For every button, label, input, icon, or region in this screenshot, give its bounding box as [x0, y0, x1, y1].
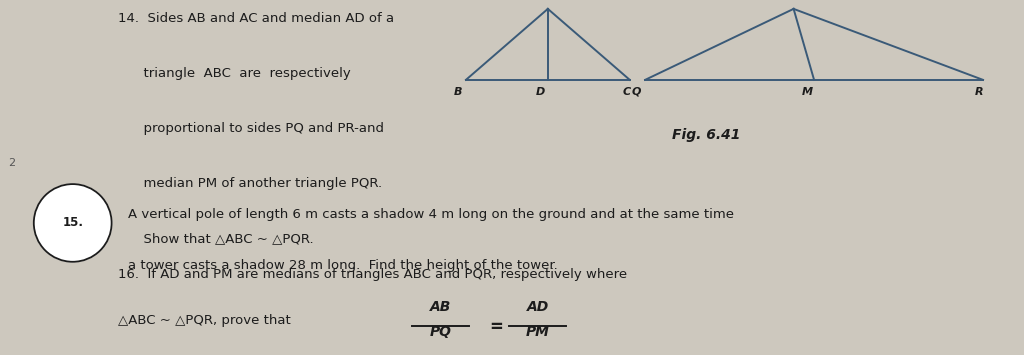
Text: △ABC ~ △PQR, prove that: △ABC ~ △PQR, prove that [118, 314, 291, 327]
Text: =: = [489, 318, 504, 335]
Text: AB: AB [430, 300, 451, 314]
Text: 2: 2 [8, 158, 15, 168]
Text: proportional to sides PQ and PR-and: proportional to sides PQ and PR-and [118, 122, 384, 136]
Text: R: R [975, 87, 983, 97]
Text: triangle  ABC  are  respectively: triangle ABC are respectively [118, 67, 350, 81]
Text: B: B [454, 87, 462, 97]
Text: PQ: PQ [429, 325, 452, 339]
Text: A vertical pole of length 6 m casts a shadow 4 m long on the ground and at the s: A vertical pole of length 6 m casts a sh… [128, 208, 734, 221]
Text: 14.  Sides AB and AC and median AD of a: 14. Sides AB and AC and median AD of a [118, 12, 394, 26]
Text: median PM of another triangle PQR.: median PM of another triangle PQR. [118, 178, 382, 191]
Ellipse shape [34, 184, 112, 262]
Text: 16.  If AD and PM are medians of triangles ABC and PQR, respectively where: 16. If AD and PM are medians of triangle… [118, 268, 627, 281]
Text: D: D [536, 87, 546, 97]
Text: M: M [802, 87, 812, 97]
Text: 15.: 15. [62, 217, 83, 229]
Text: a tower casts a shadow 28 m long.  Find the height of the tower.: a tower casts a shadow 28 m long. Find t… [128, 259, 558, 272]
Text: AD: AD [526, 300, 549, 314]
Text: PM: PM [525, 325, 550, 339]
Text: Show that △ABC ~ △PQR.: Show that △ABC ~ △PQR. [118, 233, 313, 246]
Text: Fig. 6.41: Fig. 6.41 [673, 128, 740, 142]
Text: Q: Q [631, 87, 641, 97]
Text: C: C [623, 87, 631, 97]
